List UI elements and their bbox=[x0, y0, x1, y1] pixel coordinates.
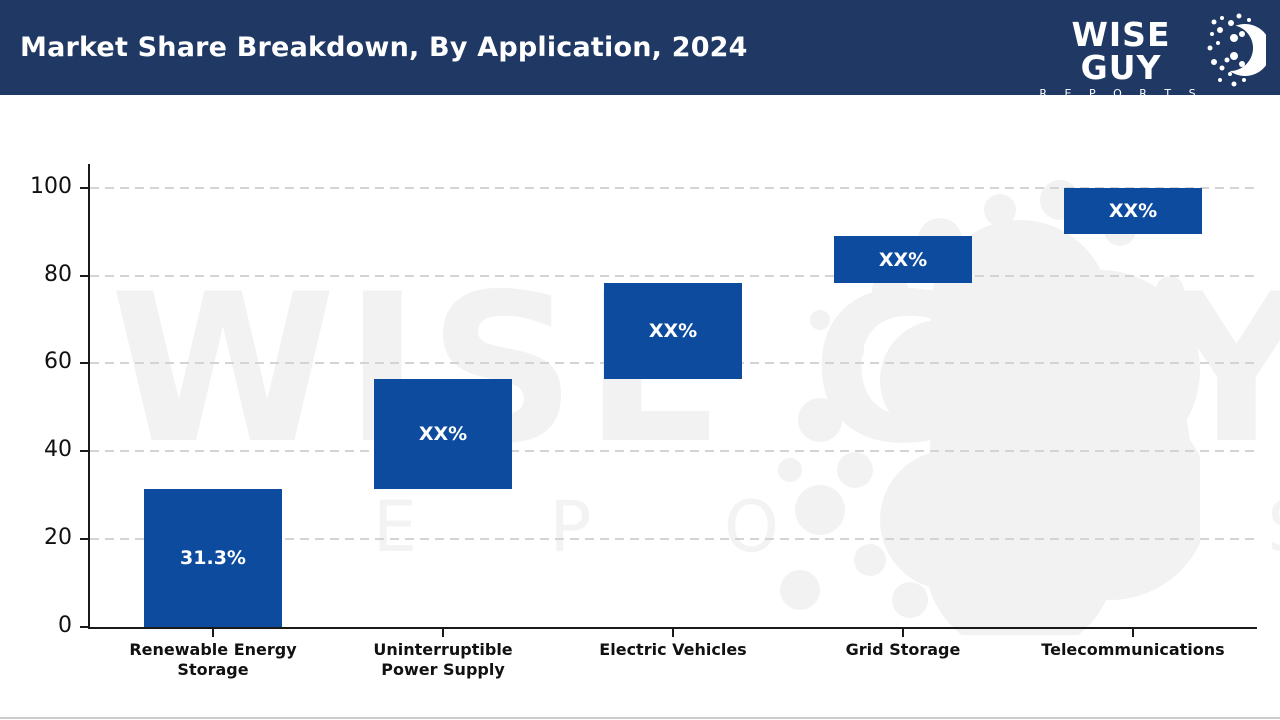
wiseguy-logo: WISE GUY R E P O R T S bbox=[1036, 10, 1266, 100]
y-tick-label-20: 20 bbox=[44, 525, 72, 551]
category-label: Electric Vehicles bbox=[599, 640, 747, 659]
logo-subtext: R E P O R T S bbox=[1039, 87, 1203, 100]
gridline-80 bbox=[90, 274, 1257, 277]
gridline-20 bbox=[90, 538, 1257, 541]
bar-segment: XX% bbox=[374, 379, 512, 490]
y-tick-label-80: 80 bbox=[44, 261, 72, 287]
y-tick-label-100: 100 bbox=[30, 173, 72, 199]
y-tick-60 bbox=[80, 362, 88, 365]
category-label: Uninterruptible Power Supply bbox=[373, 640, 513, 679]
watermark-face-graphic bbox=[778, 180, 1200, 635]
bar-segment: XX% bbox=[834, 236, 972, 284]
header-bar: Market Share Breakdown, By Application, … bbox=[0, 0, 1280, 100]
x-axis-line bbox=[88, 627, 1257, 629]
category-label: Renewable Energy Storage bbox=[129, 640, 297, 679]
category-label: Telecommunications bbox=[1041, 640, 1225, 659]
logo-text: WISE GUY R E P O R T S bbox=[1036, 18, 1206, 100]
y-tick-40 bbox=[80, 450, 88, 453]
x-tick bbox=[672, 629, 674, 637]
chart-title: Market Share Breakdown, By Application, … bbox=[20, 32, 748, 63]
logo-face-icon bbox=[1207, 13, 1266, 87]
gridline-40 bbox=[90, 450, 1257, 453]
bar-value-label: 31.3% bbox=[180, 547, 246, 570]
x-tick bbox=[212, 629, 214, 637]
bar-segment: 31.3% bbox=[144, 489, 282, 627]
y-tick-20 bbox=[80, 538, 88, 541]
y-tick-100 bbox=[80, 186, 88, 189]
x-tick bbox=[442, 629, 444, 637]
gridline-100 bbox=[90, 186, 1257, 189]
y-tick-label-40: 40 bbox=[44, 437, 72, 463]
y-tick-label-60: 60 bbox=[44, 349, 72, 375]
y-tick-80 bbox=[80, 274, 88, 277]
bar-segment: XX% bbox=[1064, 187, 1202, 234]
bar-value-label: XX% bbox=[648, 320, 698, 343]
bar-segment: XX% bbox=[604, 283, 742, 380]
y-tick-0 bbox=[80, 626, 88, 628]
bottom-border-line bbox=[0, 717, 1280, 719]
bar-value-label: XX% bbox=[878, 248, 928, 271]
x-tick bbox=[1132, 629, 1134, 637]
y-tick-label-0: 0 bbox=[58, 613, 72, 638]
bar-value-label: XX% bbox=[418, 423, 468, 446]
bar-value-label: XX% bbox=[1108, 199, 1158, 222]
y-axis-line bbox=[88, 164, 90, 629]
x-tick bbox=[902, 629, 904, 637]
category-label: Grid Storage bbox=[845, 640, 961, 659]
logo-wordmark: WISE GUY bbox=[1071, 15, 1171, 87]
